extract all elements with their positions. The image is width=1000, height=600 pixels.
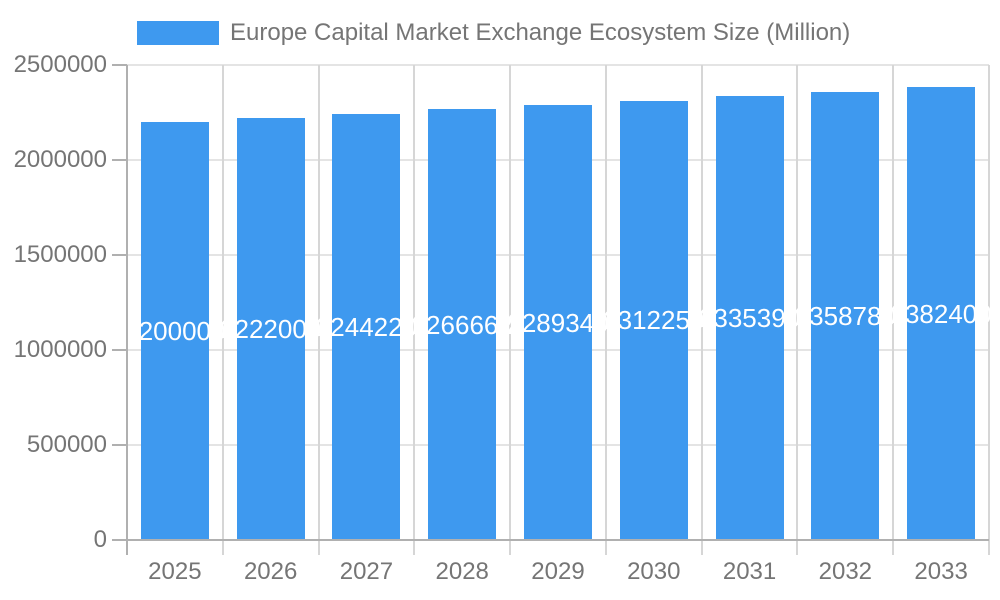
bar — [907, 87, 976, 540]
y-axis-line — [126, 65, 128, 555]
bar — [428, 109, 497, 540]
bar-value-label: 2358780 — [794, 300, 896, 331]
x-gridline — [413, 65, 416, 555]
x-gridline — [317, 65, 320, 555]
chart-legend: Europe Capital Market Exchange Ecosystem… — [137, 19, 850, 47]
x-gridline — [796, 65, 799, 555]
x-tick-label: 2031 — [722, 558, 777, 585]
x-gridline — [509, 65, 512, 555]
y-tick-mark — [112, 254, 127, 256]
x-tick-label: 2027 — [339, 558, 394, 585]
bar-value-label: 2335390 — [698, 303, 801, 334]
x-tick-label: 2029 — [531, 558, 585, 585]
y-tick-mark — [112, 539, 127, 541]
bar-value-label: 2244220 — [315, 311, 418, 342]
x-axis-line — [127, 539, 989, 541]
x-tick-label: 2030 — [627, 558, 681, 585]
y-gridline — [127, 64, 989, 66]
bar-value-label: 2312250 — [603, 305, 705, 336]
bar-value-label: 2382400 — [890, 298, 992, 329]
bar-value-label: 2289340 — [507, 307, 609, 338]
y-tick-mark — [112, 64, 127, 66]
bar — [332, 113, 401, 540]
y-tick-label: 0 — [93, 526, 107, 553]
x-gridline — [700, 65, 703, 555]
x-tick-label: 2025 — [148, 558, 202, 585]
y-tick-label: 2000000 — [13, 146, 107, 173]
x-gridline — [892, 65, 895, 555]
y-tick-label: 2500000 — [13, 51, 107, 78]
bar — [811, 91, 880, 540]
y-tick-mark — [112, 444, 127, 446]
bar — [619, 100, 688, 540]
y-tick-mark — [112, 159, 127, 161]
x-gridline — [604, 65, 607, 555]
x-tick-label: 2033 — [914, 558, 968, 585]
bar — [524, 105, 592, 540]
x-gridline — [221, 65, 224, 555]
bar — [236, 117, 305, 540]
y-tick-label: 1000000 — [13, 336, 107, 363]
bar — [140, 122, 209, 540]
x-tick-label: 2028 — [435, 558, 489, 585]
x-tick-label: 2026 — [243, 558, 298, 585]
x-gridline — [988, 65, 990, 555]
y-tick-label: 1500000 — [13, 241, 107, 268]
bar-value-label: 2200000 — [124, 316, 226, 346]
bar-value-label: 2266662 — [411, 309, 513, 340]
legend-swatch — [137, 21, 219, 45]
x-tick-label: 2032 — [818, 558, 873, 585]
bar — [715, 96, 784, 540]
y-tick-mark — [112, 349, 127, 351]
chart-title: Europe Capital Market Exchange Ecosystem… — [230, 19, 851, 46]
y-tick-label: 500000 — [26, 431, 107, 458]
bar-value-label: 2222000 — [220, 313, 322, 344]
